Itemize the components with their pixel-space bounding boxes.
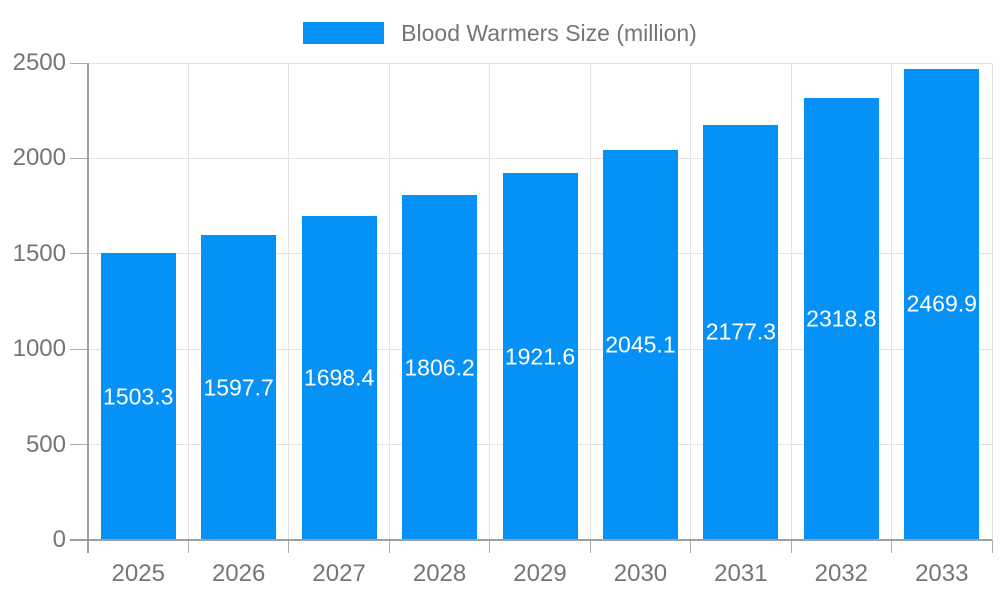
y-axis-label: 1000 (12, 335, 66, 363)
bar-2028 (402, 195, 478, 540)
bar-value-label: 2318.8 (806, 305, 877, 332)
x-gridline (589, 63, 591, 540)
x-gridline (489, 63, 491, 540)
bar-2029 (502, 173, 578, 540)
legend-item[interactable]: Blood Warmers Size (million) (0, 20, 1000, 46)
legend-label: Blood Warmers Size (million) (401, 19, 697, 46)
y-tick-mark (70, 348, 88, 350)
y-tick-mark (70, 62, 88, 64)
bar-2027 (301, 215, 377, 540)
x-tick-mark (187, 540, 189, 553)
x-axis-label: 2028 (412, 560, 467, 587)
y-tick-mark (70, 253, 88, 255)
x-gridline (991, 63, 993, 540)
x-gridline (187, 63, 189, 540)
x-axis-line (70, 539, 992, 541)
x-gridline (388, 63, 390, 540)
y-tick-mark (70, 157, 88, 159)
bar-2025 (100, 253, 176, 540)
x-axis-label: 2027 (312, 560, 366, 587)
x-axis-label: 2033 (915, 560, 969, 587)
bar-2026 (201, 235, 277, 540)
bar-2033 (904, 68, 980, 540)
y-axis-label: 2500 (12, 49, 66, 76)
y-axis-label: 1500 (12, 239, 66, 267)
x-tick-mark (589, 540, 591, 553)
y-tick-mark (70, 444, 88, 446)
y-axis-label: 500 (25, 430, 66, 458)
x-gridline (690, 63, 692, 540)
x-gridline (288, 63, 290, 540)
y-gridline (88, 157, 992, 159)
y-axis-label: 0 (52, 526, 66, 553)
bar-2032 (803, 97, 879, 540)
x-tick-mark (388, 540, 390, 553)
bar-value-label: 2045.1 (605, 331, 676, 358)
x-axis-label: 2025 (111, 560, 165, 587)
x-axis-label: 2032 (814, 560, 869, 587)
x-tick-mark (891, 540, 893, 553)
x-gridline (891, 63, 893, 540)
x-tick-mark (690, 540, 692, 553)
bar-value-label: 1921.6 (504, 343, 576, 370)
bar-value-label: 1503.3 (103, 383, 174, 410)
legend-swatch (303, 22, 385, 44)
x-axis-label: 2031 (714, 560, 768, 587)
x-gridline (790, 63, 792, 540)
bar-value-label: 2177.3 (705, 318, 777, 345)
y-axis-line (87, 63, 89, 553)
bar-2030 (602, 149, 678, 540)
x-axis-label: 2029 (513, 560, 567, 587)
bar-value-label: 2469.9 (906, 290, 977, 317)
bar-value-label: 1806.2 (404, 354, 475, 381)
x-tick-mark (288, 540, 290, 553)
x-axis-label: 2026 (211, 560, 266, 587)
bar-2031 (703, 124, 779, 540)
bar-value-label: 1597.7 (203, 374, 274, 401)
y-gridline (88, 62, 992, 64)
x-tick-mark (790, 540, 792, 553)
x-tick-mark (489, 540, 491, 553)
x-tick-mark (991, 540, 993, 553)
bar-value-label: 1698.4 (303, 364, 375, 391)
y-axis-label: 2000 (12, 144, 66, 172)
x-axis-label: 2030 (613, 560, 668, 587)
